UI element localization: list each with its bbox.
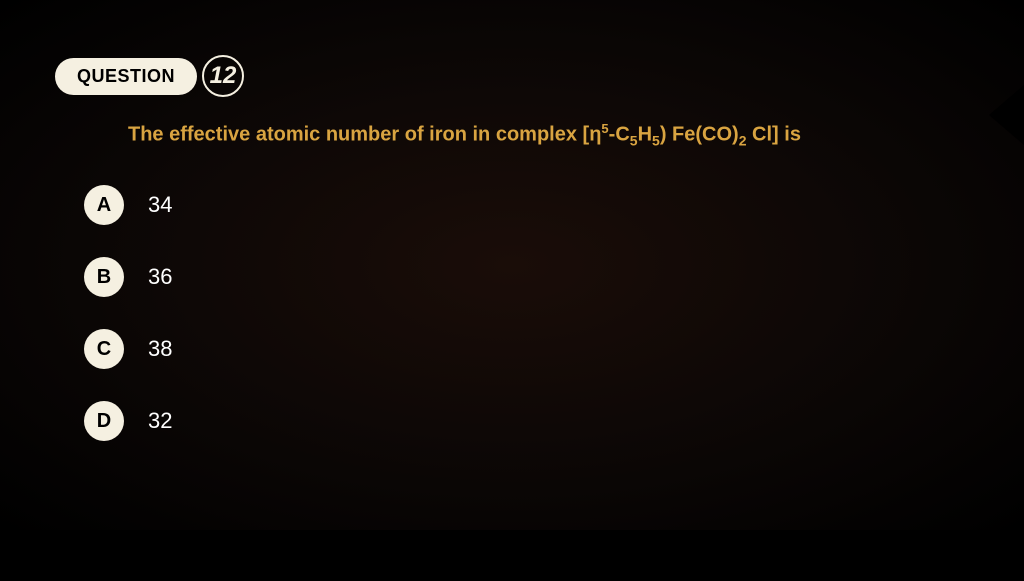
option-b[interactable]: B 36 <box>84 257 172 297</box>
option-d[interactable]: D 32 <box>84 401 172 441</box>
option-text-a: 34 <box>148 192 172 218</box>
question-sub3: 2 <box>739 133 747 149</box>
option-letter-b: B <box>84 257 124 297</box>
bottom-bar <box>0 531 1024 581</box>
option-text-d: 32 <box>148 408 172 434</box>
question-label-pill: QUESTION <box>55 58 197 95</box>
option-text-c: 38 <box>148 336 172 362</box>
question-text: The effective atomic number of iron in c… <box>128 120 801 151</box>
option-letter-c: C <box>84 329 124 369</box>
option-text-b: 36 <box>148 264 172 290</box>
option-a[interactable]: A 34 <box>84 185 172 225</box>
question-suffix: Cl] is <box>747 124 801 146</box>
question-prefix: The effective atomic number of iron in c… <box>128 124 601 146</box>
corner-notch <box>989 85 1024 145</box>
option-letter-d: D <box>84 401 124 441</box>
question-sub1: 5 <box>630 133 638 149</box>
question-number: 12 <box>202 55 244 97</box>
question-sub2: 5 <box>652 133 660 149</box>
option-letter-a: A <box>84 185 124 225</box>
content-area: QUESTION 12 The effective atomic number … <box>0 0 1024 530</box>
question-sup1: 5 <box>601 121 608 136</box>
options-container: A 34 B 36 C 38 D 32 <box>84 185 172 473</box>
header-row: QUESTION 12 <box>55 55 244 97</box>
question-mid2: H <box>638 124 652 146</box>
option-c[interactable]: C 38 <box>84 329 172 369</box>
question-mid3: ) Fe(CO) <box>660 124 739 146</box>
question-mid1: -C <box>609 124 630 146</box>
